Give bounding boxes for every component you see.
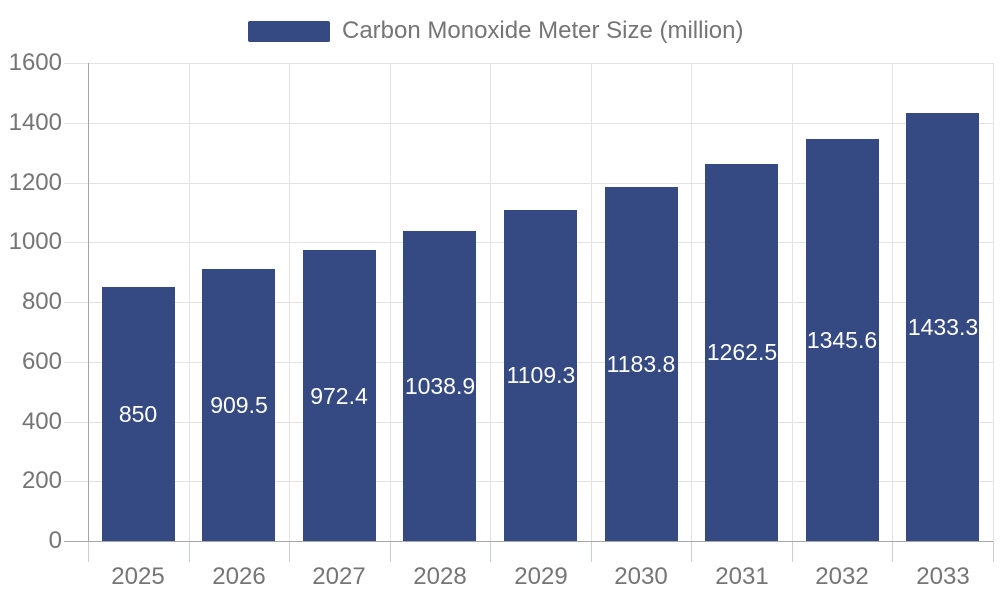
y-gridline — [88, 183, 993, 184]
bar-value-label: 1262.5 — [706, 339, 778, 365]
bar[interactable] — [806, 139, 879, 541]
x-gridline — [289, 63, 290, 541]
y-tick-label: 1600 — [8, 49, 62, 76]
x-axis-tick — [289, 541, 290, 562]
bar-value-label: 1345.6 — [806, 327, 878, 353]
bar[interactable] — [102, 287, 175, 541]
y-tick-label: 800 — [21, 288, 62, 315]
bar[interactable] — [202, 269, 275, 541]
bar[interactable] — [605, 187, 678, 541]
x-tick-label: 2033 — [916, 563, 970, 590]
x-tick-label: 2025 — [111, 563, 165, 590]
x-gridline — [993, 63, 994, 541]
y-axis-line — [88, 63, 89, 541]
y-axis-tick — [64, 242, 88, 243]
x-tick-label: 2031 — [715, 563, 769, 590]
x-axis-tick — [993, 541, 994, 562]
bar[interactable] — [906, 113, 979, 541]
y-tick-label: 1400 — [8, 109, 62, 136]
bar-value-label: 1109.3 — [506, 362, 576, 388]
y-axis-tick — [64, 541, 88, 542]
bar-value-label: 850 — [118, 401, 158, 427]
y-tick-label: 400 — [21, 408, 62, 435]
bar-value-label: 1183.8 — [606, 351, 676, 377]
bar-value-label: 972.4 — [310, 383, 368, 409]
legend-label: Carbon Monoxide Meter Size (million) — [342, 17, 744, 44]
bar[interactable] — [504, 210, 577, 541]
x-tick-label: 2029 — [514, 563, 568, 590]
y-tick-label: 1200 — [8, 169, 62, 196]
x-tick-label: 2032 — [815, 563, 869, 590]
x-gridline — [490, 63, 491, 541]
x-axis-tick — [792, 541, 793, 562]
legend-swatch — [248, 20, 330, 42]
x-tick-label: 2027 — [312, 563, 366, 590]
y-tick-label: 200 — [21, 467, 62, 494]
x-axis-tick — [691, 541, 692, 562]
bar[interactable] — [303, 250, 376, 541]
x-gridline — [390, 63, 391, 541]
y-axis-tick — [64, 123, 88, 124]
x-axis-tick — [88, 541, 89, 562]
x-gridline — [189, 63, 190, 541]
x-axis-tick — [892, 541, 893, 562]
bar[interactable] — [403, 231, 476, 541]
x-gridline — [591, 63, 592, 541]
y-tick-label: 600 — [21, 348, 62, 375]
y-gridline — [88, 63, 993, 64]
x-gridline — [792, 63, 793, 541]
y-axis-tick — [64, 183, 88, 184]
bar-value-label: 1038.9 — [404, 373, 476, 399]
x-axis-line — [88, 541, 993, 542]
y-axis-tick — [64, 362, 88, 363]
bar-value-label: 909.5 — [210, 392, 268, 418]
y-axis-tick — [64, 481, 88, 482]
x-axis-tick — [591, 541, 592, 562]
x-tick-label: 2030 — [614, 563, 668, 590]
legend-item[interactable]: Carbon Monoxide Meter Size (million) — [248, 17, 743, 45]
y-tick-label: 1000 — [8, 228, 62, 255]
x-axis-tick — [390, 541, 391, 562]
bar-value-label: 1433.3 — [907, 314, 979, 340]
y-tick-label: 0 — [48, 527, 62, 554]
y-gridline — [88, 123, 993, 124]
y-axis-tick — [64, 422, 88, 423]
x-axis-tick — [189, 541, 190, 562]
y-axis-tick — [64, 302, 88, 303]
x-tick-label: 2028 — [413, 563, 467, 590]
y-axis-tick — [64, 63, 88, 64]
x-axis-tick — [490, 541, 491, 562]
x-tick-label: 2026 — [212, 563, 266, 590]
bar[interactable] — [705, 164, 778, 541]
x-gridline — [691, 63, 692, 541]
x-gridline — [892, 63, 893, 541]
